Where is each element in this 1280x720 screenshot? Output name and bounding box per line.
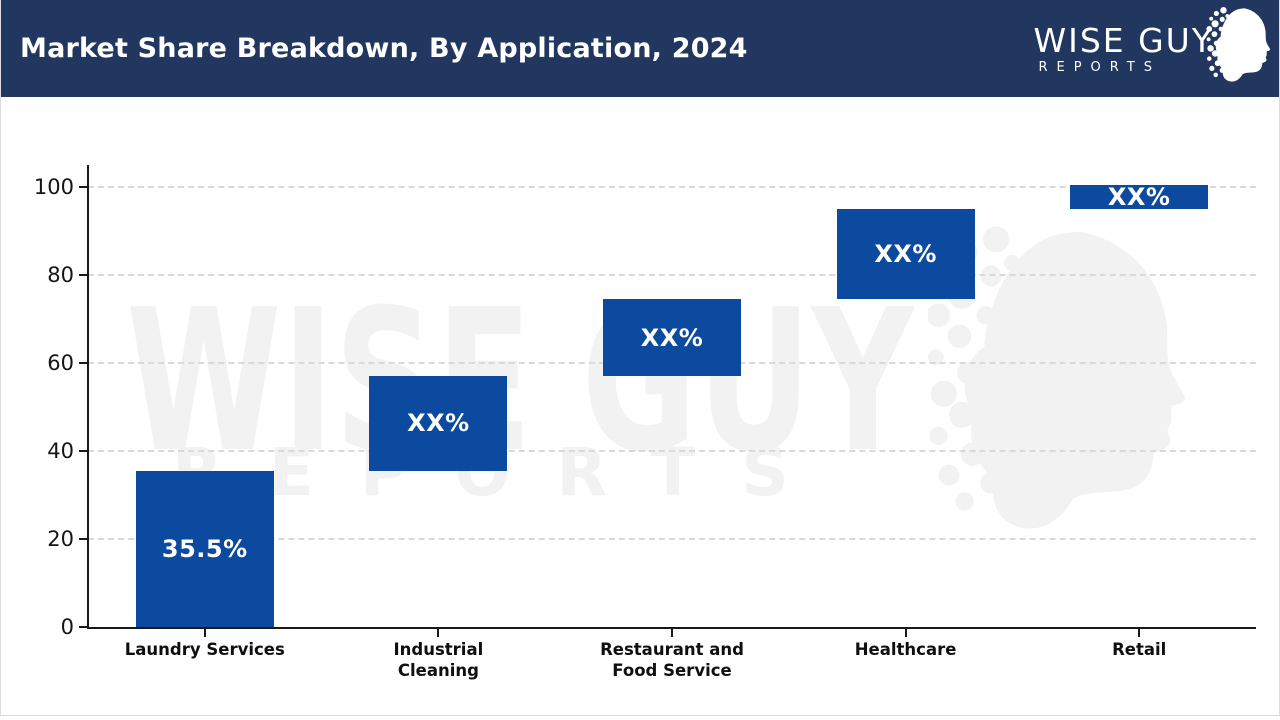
y-tick-label-100: 100 (33, 175, 74, 199)
y-tick-0 (79, 626, 87, 628)
header: Market Share Breakdown, By Application, … (0, 0, 1280, 97)
x-axis-line (87, 627, 1256, 629)
x-label-healthcare: Healthcare (854, 640, 957, 659)
gridline-20 (88, 538, 1256, 540)
bar-value-label-laundry-services: 35.5% (161, 534, 248, 563)
y-tick-label-20: 20 (47, 527, 74, 551)
wiseguy-logo: WISE GUY REPORTS (1033, 5, 1272, 93)
x-label-laundry-services: Laundry Services (124, 640, 285, 659)
logo-text: WISE GUY REPORTS (1033, 24, 1214, 74)
gridline-80 (88, 274, 1256, 276)
bar-industrial-cleaning: XX% (369, 376, 508, 471)
x-tick-restaurant-and-food-service (671, 629, 673, 637)
gridline-100 (88, 186, 1256, 188)
gridline-40 (88, 450, 1256, 452)
y-tick-100 (79, 186, 87, 188)
logo-subtitle: REPORTS (1038, 60, 1162, 75)
logo-head-icon (1206, 7, 1271, 82)
x-label-industrial-cleaning: Industrial Cleaning (393, 640, 484, 681)
y-tick-label-40: 40 (47, 439, 74, 463)
y-tick-label-0: 0 (60, 615, 74, 639)
x-tick-industrial-cleaning (437, 629, 440, 637)
x-label-restaurant-and-food-service: Restaurant and Food Service (600, 640, 744, 681)
y-tick-80 (79, 274, 87, 276)
bar-healthcare: XX% (836, 209, 975, 300)
y-tick-20 (79, 538, 87, 540)
y-tick-60 (79, 362, 87, 364)
bar-restaurant-and-food-service: XX% (603, 299, 741, 377)
bar-retail: XX% (1070, 182, 1209, 211)
x-label-retail: Retail (1112, 640, 1167, 659)
y-tick-label-80: 80 (47, 263, 74, 287)
bar-value-label-retail: XX% (1107, 182, 1171, 211)
x-tick-healthcare (904, 629, 907, 637)
x-tick-laundry-services (203, 629, 206, 637)
y-axis-line (87, 165, 89, 628)
bar-value-label-restaurant-and-food-service: XX% (640, 323, 704, 352)
bar-laundry-services: 35.5% (135, 470, 274, 627)
bar-value-label-industrial-cleaning: XX% (407, 409, 470, 438)
x-tick-retail (1138, 629, 1141, 637)
y-tick-label-60: 60 (47, 351, 74, 375)
y-tick-40 (79, 450, 87, 452)
logo-wordmark: WISE GUY (1033, 21, 1214, 60)
bar-value-label-healthcare: XX% (874, 240, 937, 269)
page-title: Market Share Breakdown, By Application, … (20, 33, 748, 64)
